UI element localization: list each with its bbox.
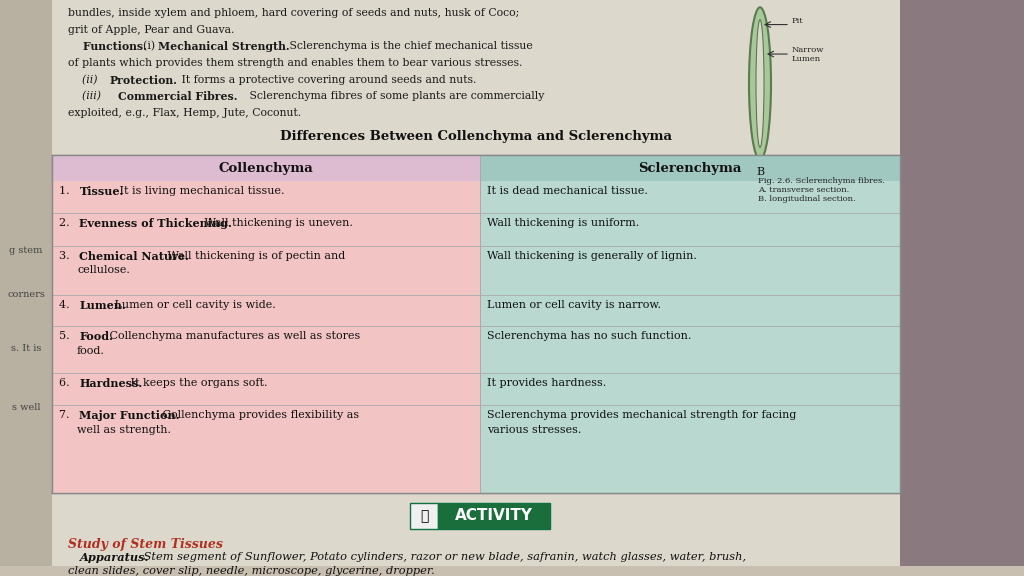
Text: Differences Between Collenchyma and Sclerenchyma: Differences Between Collenchyma and Scle… (280, 131, 672, 143)
Text: Wall thickening is of pectin and: Wall thickening is of pectin and (164, 251, 345, 260)
Text: It provides hardness.: It provides hardness. (487, 378, 606, 388)
Text: Sclerenchyma provides mechanical strength for facing: Sclerenchyma provides mechanical strengt… (487, 410, 797, 420)
Text: Lumen or cell cavity is narrow.: Lumen or cell cavity is narrow. (487, 300, 662, 310)
Text: Wall thickening is generally of lignin.: Wall thickening is generally of lignin. (487, 251, 697, 260)
Text: Sclerenchyma has no such function.: Sclerenchyma has no such function. (487, 331, 691, 341)
Text: Study of Stem Tissues: Study of Stem Tissues (68, 537, 223, 551)
Text: 4.: 4. (59, 300, 77, 310)
FancyBboxPatch shape (480, 156, 900, 181)
Text: Wall thickening is uneven.: Wall thickening is uneven. (202, 218, 353, 228)
Text: Stem segment of Sunflower, Potato cylinders, razor or new blade, safranin, watch: Stem segment of Sunflower, Potato cylind… (140, 552, 746, 562)
Text: Hardness.: Hardness. (80, 378, 142, 389)
Text: s well: s well (11, 403, 40, 412)
Text: Protection.: Protection. (110, 75, 178, 86)
FancyBboxPatch shape (52, 156, 480, 181)
Text: food.: food. (77, 346, 104, 356)
Text: Narrow
Lumen: Narrow Lumen (792, 46, 824, 63)
Text: Mechanical Strength.: Mechanical Strength. (158, 41, 290, 52)
Text: well as strength.: well as strength. (77, 425, 171, 434)
Text: ACTIVITY: ACTIVITY (455, 509, 534, 524)
Text: g stem: g stem (9, 246, 43, 255)
Text: Functions.: Functions. (68, 41, 151, 52)
FancyBboxPatch shape (0, 0, 52, 566)
FancyBboxPatch shape (52, 156, 900, 493)
Text: Pit: Pit (792, 17, 804, 25)
Text: exploited, e.g., Flax, Hemp, Jute, Coconut.: exploited, e.g., Flax, Hemp, Jute, Cocon… (68, 108, 301, 118)
Text: 7.: 7. (59, 410, 77, 420)
Text: 6.: 6. (59, 378, 77, 388)
Text: 3.: 3. (59, 251, 77, 260)
Text: Apparatus.: Apparatus. (80, 552, 150, 563)
Text: Sclerenchyma fibres of some plants are commercially: Sclerenchyma fibres of some plants are c… (246, 92, 545, 101)
Text: clean slides, cover slip, needle, microscope, glycerine, dropper.: clean slides, cover slip, needle, micros… (68, 566, 435, 576)
Text: corners: corners (7, 290, 45, 300)
FancyBboxPatch shape (52, 181, 480, 493)
Text: Major Function.: Major Function. (80, 410, 180, 420)
Text: Food.: Food. (80, 331, 114, 342)
FancyBboxPatch shape (900, 0, 1024, 566)
Text: 🔥: 🔥 (420, 509, 428, 523)
Text: Evenness of Thickening.: Evenness of Thickening. (80, 218, 232, 229)
Text: It keeps the organs soft.: It keeps the organs soft. (127, 378, 267, 388)
Text: 1.: 1. (59, 185, 77, 196)
Text: B: B (756, 167, 764, 177)
FancyBboxPatch shape (52, 0, 902, 566)
Text: Sclerenchyma: Sclerenchyma (638, 161, 741, 175)
FancyBboxPatch shape (438, 503, 550, 529)
Ellipse shape (749, 7, 771, 160)
Text: Wall thickening is uniform.: Wall thickening is uniform. (487, 218, 639, 228)
Text: grit of Apple, Pear and Guava.: grit of Apple, Pear and Guava. (68, 25, 234, 35)
Text: It is living mechanical tissue.: It is living mechanical tissue. (117, 185, 285, 196)
Text: of plants which provides them strength and enables them to bear various stresses: of plants which provides them strength a… (68, 58, 522, 68)
Text: 2.: 2. (59, 218, 77, 228)
Text: It is dead mechanical tissue.: It is dead mechanical tissue. (487, 185, 648, 196)
Text: 5.: 5. (59, 331, 77, 341)
Text: Sclerenchyma is the chief mechanical tissue: Sclerenchyma is the chief mechanical tis… (286, 41, 532, 51)
Text: cellulose.: cellulose. (77, 266, 130, 275)
Text: Collenchyma provides flexibility as: Collenchyma provides flexibility as (159, 410, 359, 420)
Text: (i): (i) (143, 41, 159, 52)
Text: Collenchyma manufactures as well as stores: Collenchyma manufactures as well as stor… (105, 331, 360, 341)
Text: various stresses.: various stresses. (487, 425, 582, 434)
Text: Chemical Nature.: Chemical Nature. (80, 251, 189, 262)
Ellipse shape (756, 20, 764, 147)
FancyBboxPatch shape (410, 503, 438, 529)
Text: (iii): (iii) (68, 92, 104, 102)
Text: Fig. 2.6. Sclerenchyma fibres.
A. transverse section.
B. longitudinal section.: Fig. 2.6. Sclerenchyma fibres. A. transv… (758, 177, 885, 203)
Text: Lumen or cell cavity is wide.: Lumen or cell cavity is wide. (112, 300, 275, 310)
Text: Collenchyma: Collenchyma (219, 161, 313, 175)
Text: Tissue.: Tissue. (80, 185, 124, 197)
Text: (ii): (ii) (68, 75, 101, 85)
Text: bundles, inside xylem and phloem, hard covering of seeds and nuts, husk of Coco;: bundles, inside xylem and phloem, hard c… (68, 8, 519, 18)
Text: It forms a protective covering around seeds and nuts.: It forms a protective covering around se… (178, 75, 476, 85)
Text: s. It is: s. It is (11, 344, 41, 353)
Text: Commercial Fibres.: Commercial Fibres. (118, 92, 238, 103)
Text: Lumen.: Lumen. (80, 300, 126, 310)
FancyBboxPatch shape (480, 181, 900, 493)
